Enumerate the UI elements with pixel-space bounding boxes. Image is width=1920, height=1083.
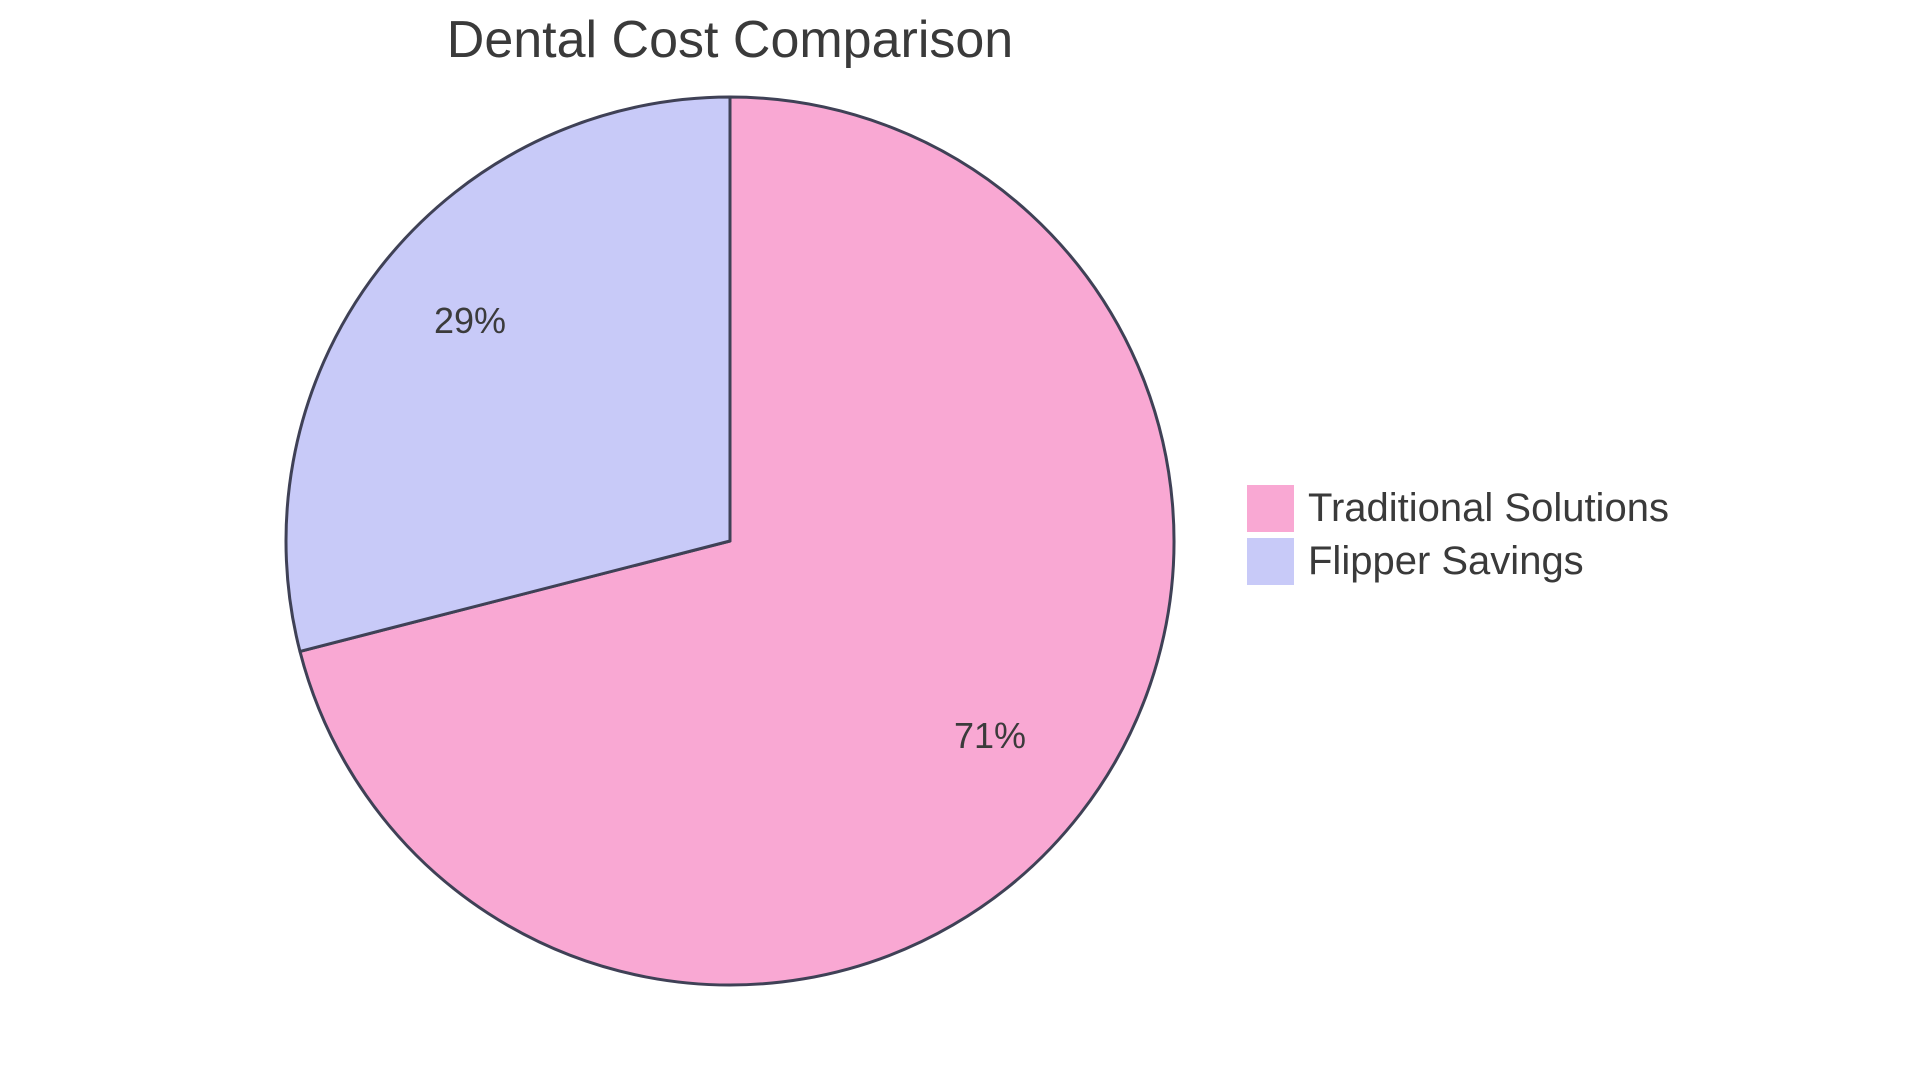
legend-swatch-flipper-savings (1247, 538, 1294, 585)
legend-swatch-traditional-solutions (1247, 485, 1294, 532)
legend-item-flipper-savings: Flipper Savings (1247, 538, 1669, 585)
legend-label-flipper-savings: Flipper Savings (1308, 539, 1584, 583)
slice-label-flipper-savings: 29% (433, 300, 507, 341)
legend-label-traditional-solutions: Traditional Solutions (1308, 486, 1669, 530)
pie-slice-flipper-savings (284, 95, 732, 653)
chart-title: Dental Cost Comparison (446, 11, 1014, 69)
pie-slice-traditional-solutions (298, 95, 1176, 987)
slice-label-traditional-solutions: 71% (953, 715, 1027, 756)
legend-item-traditional-solutions: Traditional Solutions (1247, 485, 1669, 532)
legend: Traditional Solutions Flipper Savings (1247, 485, 1669, 585)
